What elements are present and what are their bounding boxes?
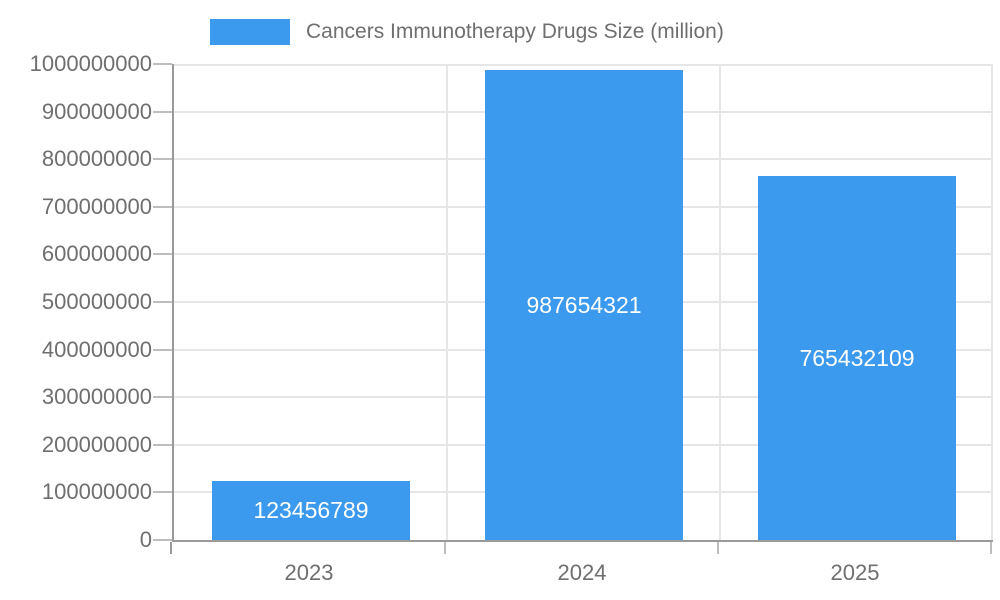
- bar-2023[interactable]: 123456789: [212, 481, 410, 540]
- y-tick-mark: [153, 206, 172, 208]
- x-tick-mark: [170, 542, 172, 554]
- x-tick-mark: [444, 542, 446, 554]
- y-tick-label-1000000000: 1000000000: [29, 51, 152, 76]
- y-tick-mark: [153, 111, 172, 113]
- x-gridline: [719, 64, 721, 540]
- x-tick-label-2024: 2024: [557, 560, 607, 585]
- y-tick-label-900000000: 900000000: [41, 99, 152, 124]
- x-gridline: [446, 64, 448, 540]
- legend-swatch: [210, 19, 290, 45]
- chart-title: Cancers Immunotherapy Drugs Size (millio…: [306, 20, 724, 43]
- bar-2024[interactable]: 987654321: [485, 70, 683, 540]
- y-tick-label-200000000: 200000000: [41, 432, 152, 457]
- y-tick-mark: [153, 301, 172, 303]
- y-tick-mark: [153, 349, 172, 351]
- x-gridline: [991, 64, 993, 540]
- y-tick-mark: [153, 491, 172, 493]
- bar-value-label: 987654321: [526, 291, 642, 318]
- y-tick-label-700000000: 700000000: [41, 194, 152, 219]
- y-tick-mark: [153, 539, 172, 541]
- y-tick-label-300000000: 300000000: [41, 384, 152, 409]
- bar-value-label: 765432109: [799, 344, 915, 371]
- y-tick-mark: [153, 158, 172, 160]
- plot-area: 123456789 987654321 765432109: [172, 64, 993, 542]
- bar-2025[interactable]: 765432109: [758, 176, 956, 540]
- y-tick-label-0: 0: [139, 527, 152, 552]
- bar-value-label: 123456789: [253, 497, 369, 523]
- x-tick-label-2025: 2025: [830, 560, 880, 585]
- y-tick-mark: [153, 396, 172, 398]
- y-tick-label-500000000: 500000000: [41, 289, 152, 314]
- y-tick-label-400000000: 400000000: [41, 337, 152, 362]
- chart-legend[interactable]: Cancers Immunotherapy Drugs Size (millio…: [210, 19, 724, 45]
- y-tick-mark: [153, 63, 172, 65]
- y-tick-label-600000000: 600000000: [41, 241, 152, 266]
- x-tick-mark: [717, 542, 719, 554]
- y-tick-mark: [153, 444, 172, 446]
- y-tick-label-800000000: 800000000: [41, 146, 152, 171]
- y-gridline: [174, 64, 993, 66]
- y-tick-mark: [153, 253, 172, 255]
- y-tick-label-100000000: 100000000: [41, 479, 152, 504]
- x-tick-label-2023: 2023: [284, 560, 334, 585]
- x-tick-mark: [990, 542, 992, 554]
